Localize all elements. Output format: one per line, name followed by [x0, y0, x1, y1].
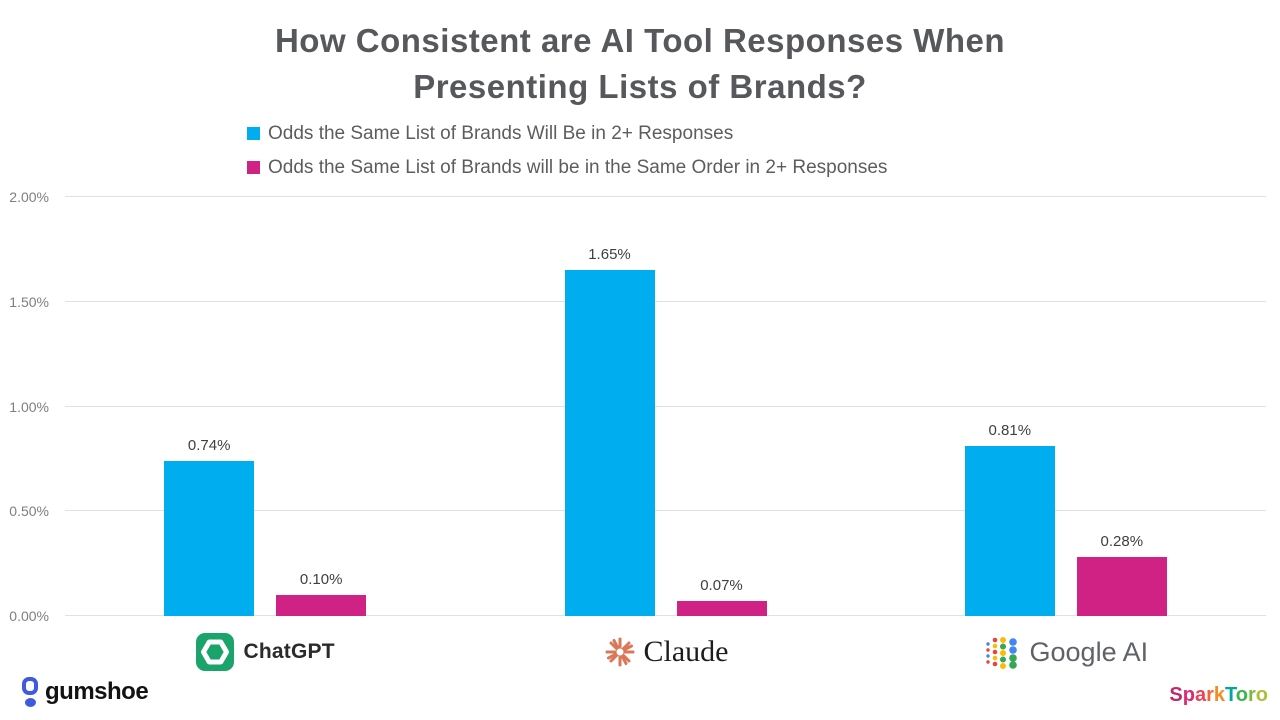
gumshoe-logo: gumshoe [22, 677, 149, 707]
bar-value-label: 0.28% [1100, 533, 1144, 551]
sparktoro-letter: S [1169, 684, 1183, 706]
bar-value-label: 0.81% [988, 422, 1032, 440]
y-tick-label: 1.50% [9, 293, 49, 310]
bar-series1-chatgpt [164, 460, 255, 616]
claude-icon [605, 637, 634, 667]
gumshoe-icon-dot [24, 698, 36, 707]
chatgpt-icon [195, 633, 234, 671]
sparktoro-letter: o [1235, 684, 1248, 706]
y-tick-label: 0.50% [9, 503, 49, 520]
y-tick-label: 2.00% [9, 189, 49, 205]
chart-title-line2: Presenting Lists of Brands? [413, 68, 867, 105]
gridline [65, 510, 1266, 512]
sparktoro-logo: SparkToro [1169, 684, 1268, 707]
gridline [65, 196, 1266, 197]
legend: Odds the Same List of Brands Will Be in … [247, 122, 887, 190]
sparktoro-letter: r [1206, 684, 1214, 706]
sparktoro-letter: p [1182, 684, 1195, 706]
category-label-chatgpt: ChatGPT [243, 640, 335, 663]
sparktoro-letter: a [1194, 684, 1207, 706]
legend-item-series2: Odds the Same List of Brands will be in … [247, 156, 887, 179]
y-axis: 0.00% 0.50% 1.00% 1.50% 2.00% [0, 189, 55, 624]
legend-label: Odds the Same List of Brands Will Be in … [268, 122, 734, 144]
bar-value-label: 0.07% [700, 577, 743, 595]
legend-marker [247, 127, 260, 140]
legend-item-series1: Odds the Same List of Brands Will Be in … [247, 122, 887, 145]
category-chatgpt: ChatGPT [65, 624, 465, 680]
google-ai-icon [985, 637, 1017, 669]
y-tick-label: 0.00% [9, 608, 49, 624]
gridline [65, 405, 1266, 407]
gumshoe-icon [22, 677, 38, 707]
gumshoe-icon-ring [22, 677, 38, 695]
y-tick-label: 1.00% [9, 398, 49, 415]
legend-label: Odds the Same List of Brands will be in … [268, 156, 888, 178]
sparktoro-letter: o [1255, 684, 1268, 706]
gridline [65, 615, 1266, 616]
bar-value-label: 1.65% [588, 246, 631, 264]
bar-value-label: 0.10% [299, 571, 343, 589]
x-axis: ChatGPT Cl [65, 624, 1266, 680]
category-claude: Claude [465, 624, 865, 680]
gumshoe-wordmark: gumshoe [45, 678, 149, 705]
bar-series1-google-ai [964, 446, 1055, 616]
bar-series2-claude [676, 601, 767, 616]
category-label-googleai: Google AI [1029, 636, 1149, 667]
bar-series2-google-ai [1076, 557, 1167, 616]
category-googleai: Google AI [866, 624, 1266, 680]
bar-series2-chatgpt [276, 595, 367, 616]
plot-area: 0.74% 0.10% 1.65% 0.07% 0.81% 0.28% [65, 196, 1266, 616]
gridline [65, 300, 1266, 302]
legend-marker [247, 161, 260, 174]
chart-title: How Consistent are AI Tool Responses Whe… [0, 18, 1280, 110]
sparktoro-letter: r [1247, 684, 1256, 706]
sparktoro-letter: k [1213, 684, 1226, 706]
sparktoro-letter: T [1225, 684, 1236, 706]
bar-value-label: 0.74% [187, 436, 231, 454]
bar-series1-claude [564, 270, 655, 616]
chart-title-line1: How Consistent are AI Tool Responses Whe… [274, 22, 1006, 59]
category-label-claude: Claude [643, 635, 729, 668]
